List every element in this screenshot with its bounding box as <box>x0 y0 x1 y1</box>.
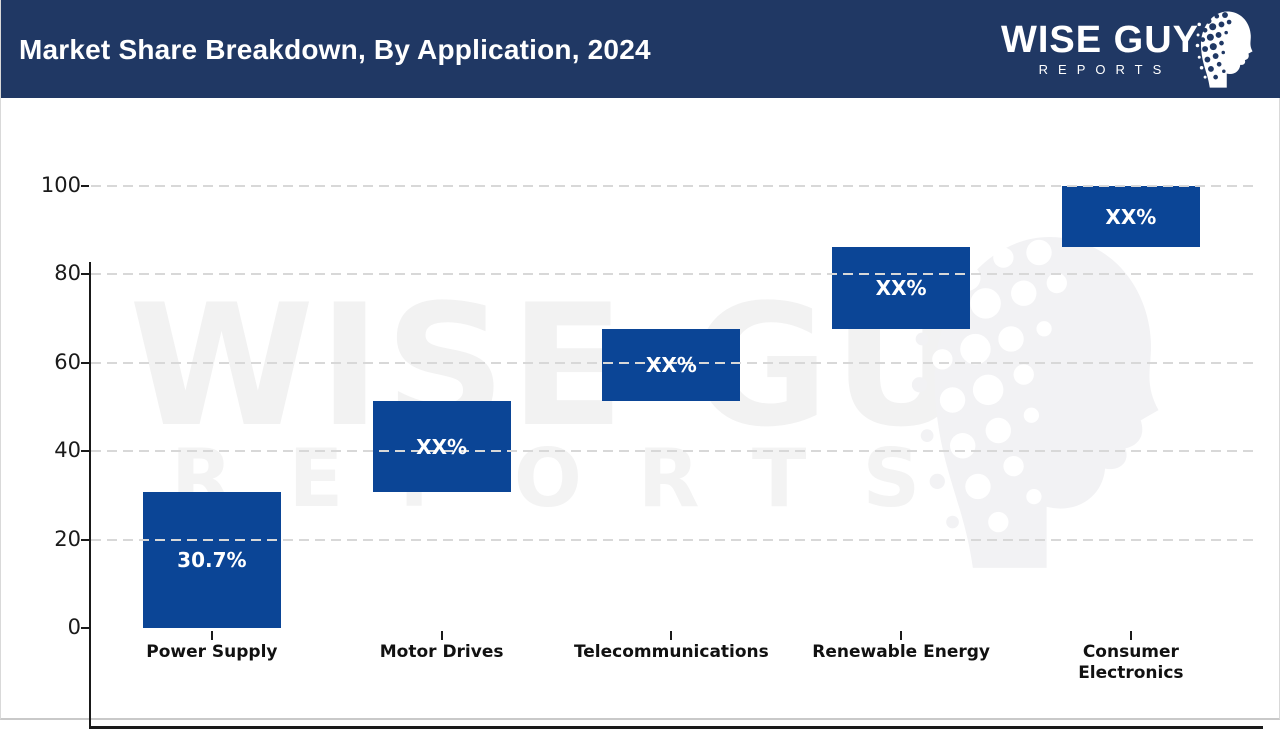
y-tick-label-20: 20 <box>54 526 81 551</box>
y-tick-label-0: 0 <box>67 615 81 639</box>
page-title: Market Share Breakdown, By Application, … <box>19 34 651 65</box>
gridline-100 <box>91 185 1259 187</box>
x-category-label: Renewable Energy <box>812 642 990 662</box>
y-tick-mark-20 <box>81 538 89 541</box>
gridline-40 <box>91 450 1259 453</box>
brand-name: WISE GUY <box>1000 19 1199 62</box>
x-category-label: Consumer Electronics <box>1078 642 1184 684</box>
x-tick-mark <box>900 631 903 640</box>
dotted-head-icon <box>1195 11 1253 88</box>
brand-logo-text: WISE GUY REPORTS <box>1000 19 1199 77</box>
y-axis-line <box>89 262 91 728</box>
y-tick-label-100: 100 <box>40 173 81 197</box>
bar-segment <box>142 492 281 628</box>
y-tick-mark-80 <box>81 273 89 276</box>
x-category-label: Power Supply <box>146 642 278 662</box>
bar-segment <box>372 400 511 493</box>
y-tick-mark-100 <box>81 185 89 187</box>
bar-segment <box>1061 186 1200 248</box>
y-tick-mark-0 <box>81 627 89 629</box>
y-tick-label-40: 40 <box>54 438 81 463</box>
y-tick-label-80: 80 <box>54 261 81 286</box>
bar-value-label: XX% <box>875 276 927 301</box>
bar-value-label: XX% <box>645 353 697 377</box>
brand-subtitle: REPORTS <box>1038 61 1172 77</box>
x-category-label: Motor Drives <box>379 642 504 662</box>
watermark-subtitle-text: REPORTS <box>171 432 977 525</box>
x-tick-mark <box>670 631 673 640</box>
x-tick-mark <box>1129 631 1132 640</box>
x-tick-mark <box>440 631 443 640</box>
y-tick-label-60: 60 <box>54 349 81 374</box>
brand-logo: WISE GUY REPORTS <box>1001 8 1267 90</box>
gridline-20 <box>91 538 1259 541</box>
bar-segment <box>832 247 971 330</box>
watermark-head-icon <box>911 237 1159 568</box>
x-tick-mark <box>210 631 213 640</box>
header-bar: Market Share Breakdown, By Application, … <box>1 0 1280 98</box>
bar-value-label: 30.7% <box>177 548 247 573</box>
y-tick-mark-60 <box>81 361 89 364</box>
bar-value-label: XX% <box>1105 204 1157 229</box>
bar-value-label: XX% <box>416 434 468 459</box>
x-category-label: Telecommunications <box>573 642 769 662</box>
gridline-60 <box>91 361 1259 364</box>
bar-segment <box>602 329 741 401</box>
gridline-80 <box>91 273 1259 276</box>
y-tick-mark-40 <box>81 450 89 453</box>
